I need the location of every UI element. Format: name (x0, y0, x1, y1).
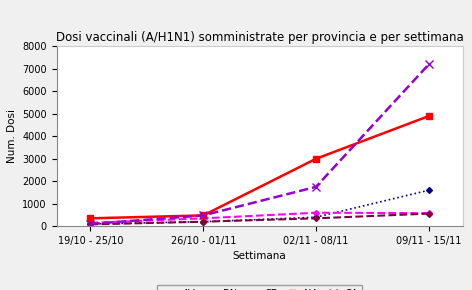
AV (426, 188, 431, 192)
AV (88, 222, 93, 226)
SA (201, 214, 206, 217)
BN (426, 211, 431, 215)
NA (313, 157, 319, 160)
BN (201, 217, 206, 220)
SA (313, 185, 319, 188)
CE (313, 217, 319, 220)
CE (88, 223, 93, 226)
Line: AV: AV (88, 188, 431, 226)
AV (201, 220, 206, 223)
Legend: AV, BN, CE, NA, SA: AV, BN, CE, NA, SA (157, 285, 362, 290)
CE (201, 220, 206, 223)
SA (88, 222, 93, 226)
BN (88, 221, 93, 224)
CE (426, 212, 431, 215)
Y-axis label: Num. Dosi: Num. Dosi (7, 109, 17, 163)
BN (313, 211, 319, 215)
NA (201, 214, 206, 217)
Line: SA: SA (86, 60, 433, 228)
Line: CE: CE (88, 211, 431, 226)
Line: BN: BN (88, 211, 431, 225)
NA (426, 114, 431, 118)
AV (313, 215, 319, 219)
Title: Dosi vaccinali (A/H1N1) somministrate per provincia e per settimana: Dosi vaccinali (A/H1N1) somministrate pe… (56, 31, 464, 44)
NA (88, 217, 93, 220)
Line: NA: NA (88, 113, 431, 221)
X-axis label: Settimana: Settimana (233, 251, 287, 262)
SA (426, 63, 431, 66)
